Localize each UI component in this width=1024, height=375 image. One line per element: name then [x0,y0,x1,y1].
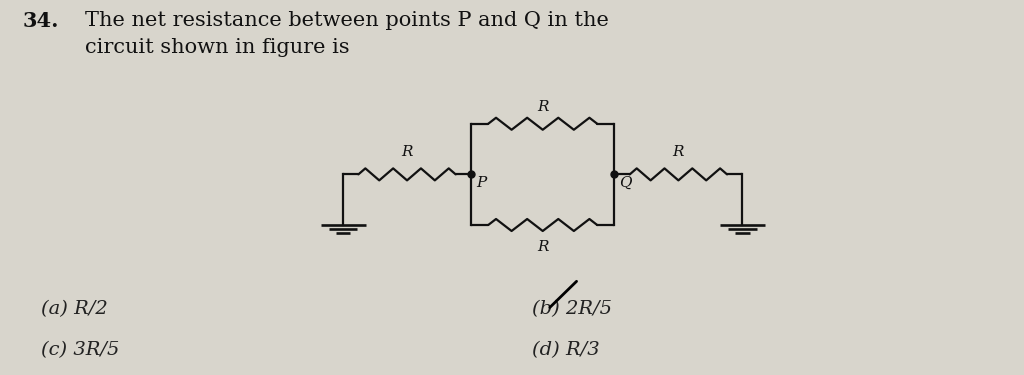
Text: (a) R/2: (a) R/2 [41,300,108,318]
Text: P: P [476,176,486,190]
Text: 34.: 34. [23,11,59,31]
Text: Q: Q [620,176,632,190]
Text: R: R [537,100,549,114]
Text: The net resistance between points P and Q in the
circuit shown in figure is: The net resistance between points P and … [85,11,609,57]
Text: R: R [537,240,549,254]
Text: (c) 3R/5: (c) 3R/5 [41,341,120,359]
Text: (b) 2R/5: (b) 2R/5 [532,300,612,318]
Text: R: R [673,146,684,159]
Text: R: R [401,146,413,159]
Text: (d) R/3: (d) R/3 [532,341,600,359]
